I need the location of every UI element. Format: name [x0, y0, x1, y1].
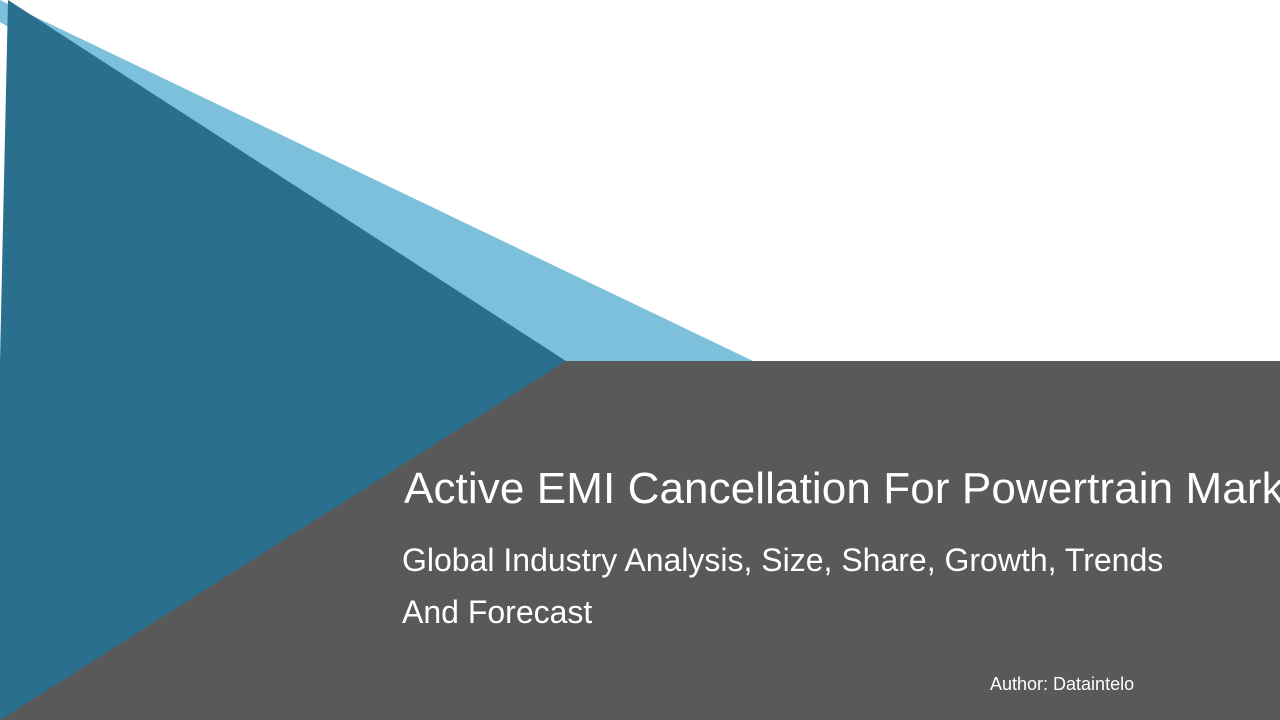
dark-teal-upper-wedge — [0, 0, 566, 361]
dark-teal-lower-wedge — [0, 361, 566, 720]
subtitle-line-2: And Forecast — [402, 594, 593, 630]
author-credit: Author: Dataintelo — [990, 674, 1135, 694]
subtitle-line-1: Global Industry Analysis, Size, Share, G… — [402, 542, 1164, 578]
page-title: Active EMI Cancellation For Powertrain M… — [404, 464, 1280, 513]
light-blue-diagonal-band — [0, 0, 753, 361]
